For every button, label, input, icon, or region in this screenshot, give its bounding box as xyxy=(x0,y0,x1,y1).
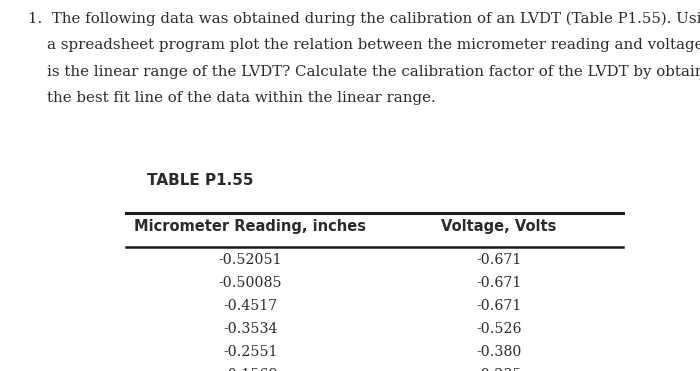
Text: -0.380: -0.380 xyxy=(476,345,522,359)
Text: -0.1568: -0.1568 xyxy=(223,368,277,371)
Text: -0.4517: -0.4517 xyxy=(223,299,277,313)
Text: the best fit line of the data within the linear range.: the best fit line of the data within the… xyxy=(28,91,435,105)
Text: -0.3534: -0.3534 xyxy=(223,322,277,336)
Text: -0.50085: -0.50085 xyxy=(218,276,282,290)
Text: -0.235: -0.235 xyxy=(476,368,522,371)
Text: -0.671: -0.671 xyxy=(476,253,522,267)
Text: a spreadsheet program plot the relation between the micrometer reading and volta: a spreadsheet program plot the relation … xyxy=(28,38,700,52)
Text: -0.52051: -0.52051 xyxy=(218,253,282,267)
Text: Micrometer Reading, inches: Micrometer Reading, inches xyxy=(134,219,366,234)
Text: -0.671: -0.671 xyxy=(476,276,522,290)
Text: -0.671: -0.671 xyxy=(476,299,522,313)
Text: 1.  The following data was obtained during the calibration of an LVDT (Table P1.: 1. The following data was obtained durin… xyxy=(28,11,700,26)
Text: is the linear range of the LVDT? Calculate the calibration factor of the LVDT by: is the linear range of the LVDT? Calcula… xyxy=(28,65,700,79)
Text: TABLE P1.55: TABLE P1.55 xyxy=(147,173,253,187)
Text: Voltage, Volts: Voltage, Volts xyxy=(441,219,556,234)
Text: -0.2551: -0.2551 xyxy=(223,345,277,359)
Text: -0.526: -0.526 xyxy=(476,322,522,336)
